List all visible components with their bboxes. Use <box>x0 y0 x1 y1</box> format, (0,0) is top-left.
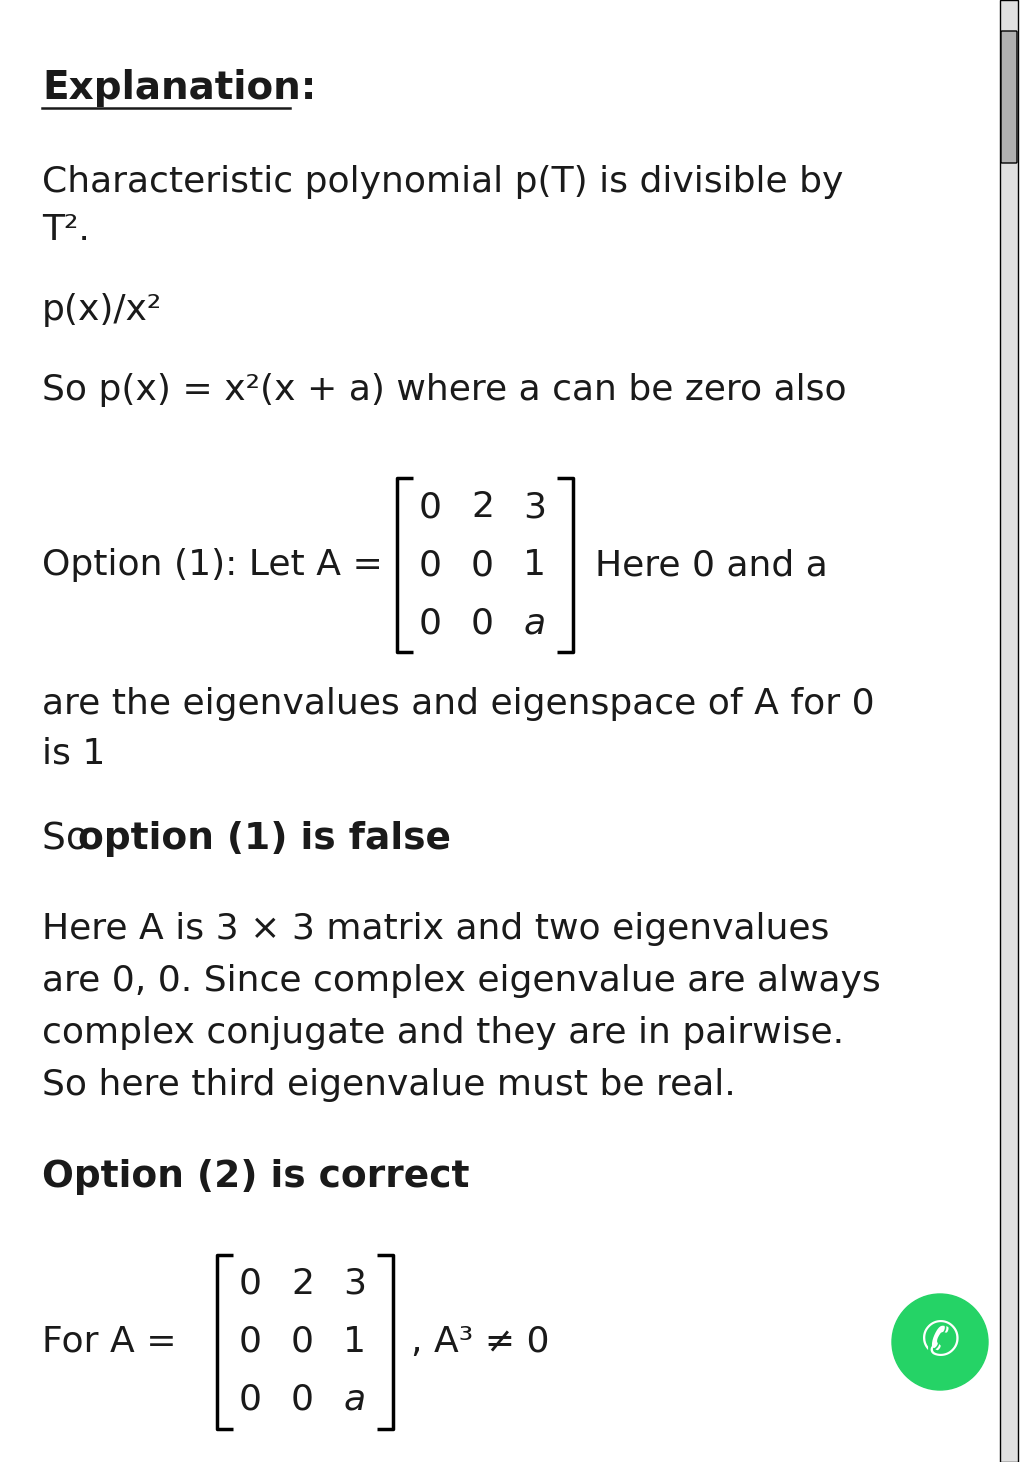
Text: Explanation:: Explanation: <box>42 69 316 107</box>
Text: 0: 0 <box>419 490 442 523</box>
Text: Here A is 3 × 3 matrix and two eigenvalues: Here A is 3 × 3 matrix and two eigenvalu… <box>42 912 829 946</box>
Text: a: a <box>523 607 546 640</box>
Circle shape <box>892 1294 988 1390</box>
Text: 0: 0 <box>239 1383 262 1417</box>
Text: 3: 3 <box>343 1268 367 1301</box>
Text: is 1: is 1 <box>42 737 105 770</box>
Text: So here third eigenvalue must be real.: So here third eigenvalue must be real. <box>42 1069 736 1102</box>
Text: complex conjugate and they are in pairwise.: complex conjugate and they are in pairwi… <box>42 1016 844 1050</box>
FancyBboxPatch shape <box>1001 31 1017 162</box>
Text: option (1) is false: option (1) is false <box>78 822 451 857</box>
Text: For A =: For A = <box>42 1325 188 1360</box>
Text: T².: T². <box>42 213 90 247</box>
Text: 1: 1 <box>523 548 546 582</box>
Text: Here 0 and a: Here 0 and a <box>595 548 827 582</box>
Text: 3: 3 <box>523 490 546 523</box>
Text: , A³ ≠ 0: , A³ ≠ 0 <box>411 1325 550 1360</box>
Text: 2: 2 <box>471 490 495 523</box>
Text: ✆: ✆ <box>921 1320 959 1364</box>
FancyBboxPatch shape <box>1000 0 1018 1462</box>
Text: 0: 0 <box>471 607 495 640</box>
Text: a: a <box>343 1383 366 1417</box>
Text: 2: 2 <box>291 1268 314 1301</box>
Text: 0: 0 <box>471 548 495 582</box>
Text: 1: 1 <box>343 1325 367 1360</box>
Text: 0: 0 <box>291 1383 314 1417</box>
Text: 0: 0 <box>419 548 442 582</box>
Text: Characteristic polynomial p(T) is divisible by: Characteristic polynomial p(T) is divisi… <box>42 165 844 199</box>
Text: 0: 0 <box>239 1268 262 1301</box>
Text: are the eigenvalues and eigenspace of A for 0: are the eigenvalues and eigenspace of A … <box>42 687 874 721</box>
Text: Option (1): Let A =: Option (1): Let A = <box>42 548 394 582</box>
Text: Option (2) is correct: Option (2) is correct <box>42 1159 469 1194</box>
Text: p(x)/x²: p(x)/x² <box>42 292 162 327</box>
Text: So: So <box>42 822 100 857</box>
Text: So p(x) = x²(x + a) where a can be zero also: So p(x) = x²(x + a) where a can be zero … <box>42 373 847 406</box>
Text: are 0, 0. Since complex eigenvalue are always: are 0, 0. Since complex eigenvalue are a… <box>42 963 881 999</box>
Text: 0: 0 <box>239 1325 262 1360</box>
Text: 0: 0 <box>419 607 442 640</box>
Text: 0: 0 <box>291 1325 314 1360</box>
